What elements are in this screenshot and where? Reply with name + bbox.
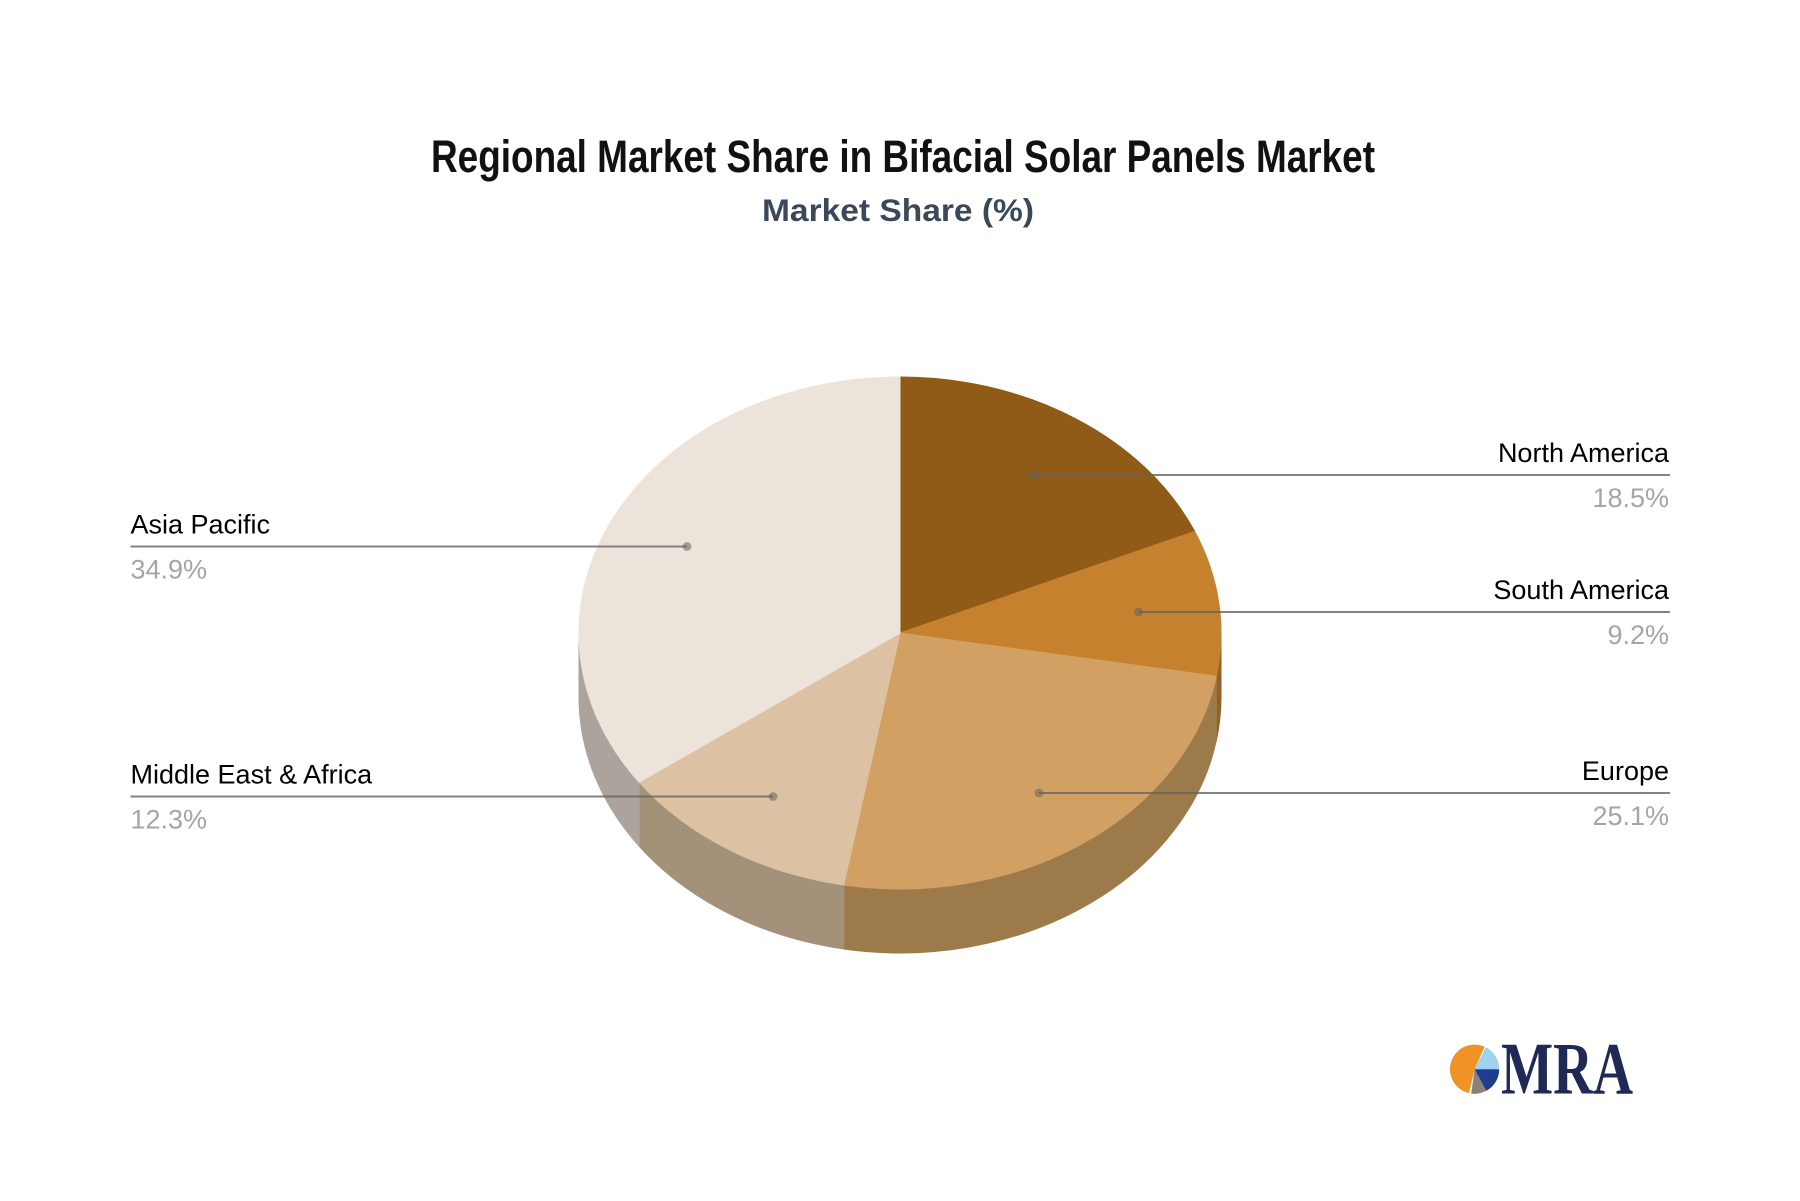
svg-text:9.2%: 9.2%: [1607, 620, 1669, 650]
svg-text:Europe: Europe: [1582, 756, 1669, 786]
svg-text:Asia Pacific: Asia Pacific: [131, 510, 271, 540]
svg-text:Regional Market Share in Bifac: Regional Market Share in Bifacial Solar …: [431, 131, 1375, 182]
svg-text:MRA: MRA: [1501, 1028, 1633, 1110]
svg-text:Middle East & Africa: Middle East & Africa: [131, 760, 374, 790]
svg-text:18.5%: 18.5%: [1592, 483, 1669, 513]
svg-text:South America: South America: [1493, 575, 1670, 605]
svg-text:North America: North America: [1498, 438, 1670, 468]
svg-text:25.1%: 25.1%: [1592, 801, 1669, 831]
svg-text:Market Share (%): Market Share (%): [762, 192, 1034, 228]
svg-text:34.9%: 34.9%: [131, 555, 208, 585]
svg-text:12.3%: 12.3%: [131, 805, 208, 835]
